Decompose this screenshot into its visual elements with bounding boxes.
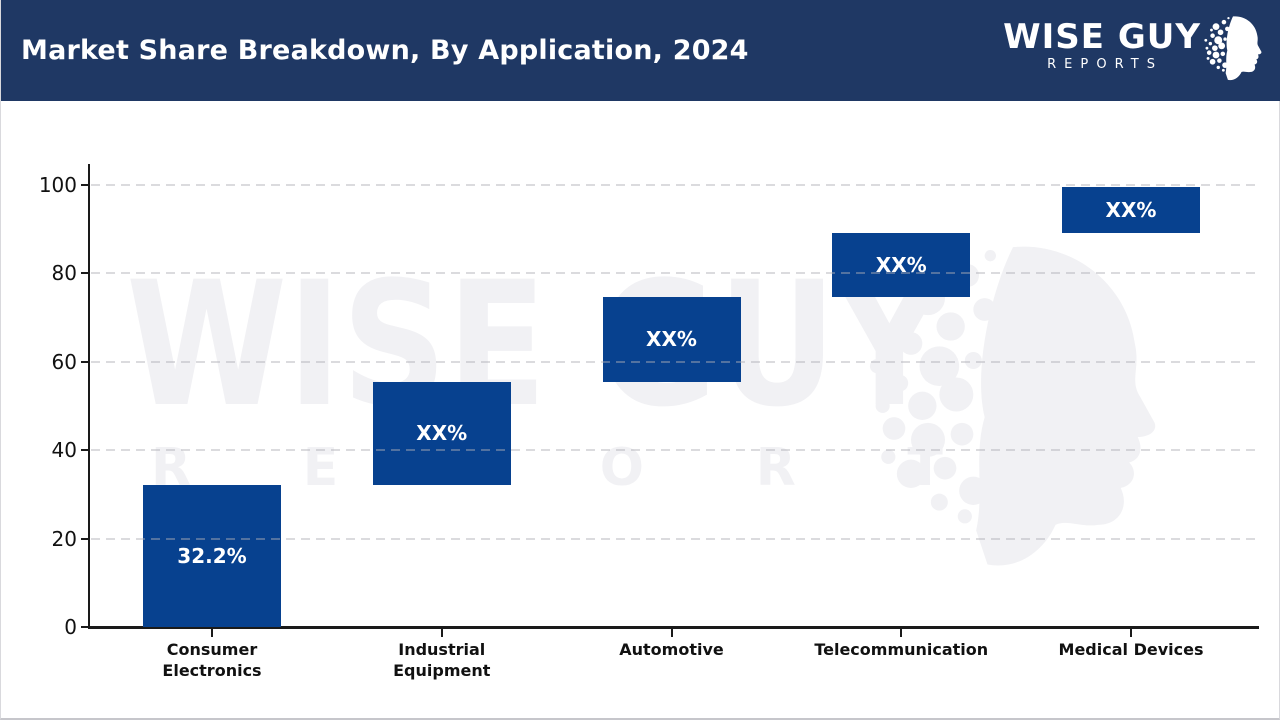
x-tick-mark (1130, 629, 1132, 637)
x-tick-mark (211, 629, 213, 637)
x-tick-mark (440, 629, 443, 637)
y-gridline (91, 272, 1257, 275)
logo-face-icon (1204, 16, 1262, 81)
y-gridline (91, 360, 1257, 363)
y-tick-label: 0 (64, 615, 77, 639)
y-tick-mark (81, 626, 88, 628)
bar-medical-devices: XX% (1062, 186, 1200, 234)
chart-title: Market Share Breakdown, By Application, … (21, 35, 749, 66)
y-tick-mark (81, 360, 88, 363)
y-tick-label: 40 (51, 438, 77, 463)
bar-value-label: XX% (875, 253, 927, 278)
y-tick-label: 20 (51, 526, 77, 551)
x-axis-spine (88, 626, 1259, 629)
logo-text: WISE GUY REPORTS (1003, 18, 1201, 72)
y-tick-label: 60 (51, 349, 77, 374)
y-tick-mark (81, 537, 88, 540)
bar-automotive: XX% (602, 297, 741, 382)
x-tick-mark (670, 629, 673, 637)
x-tick-label: Telecommunication (814, 640, 989, 659)
y-tick-label: 80 (51, 261, 77, 286)
bar-telecommunication: XX% (832, 233, 971, 298)
y-tick-label: 100 (38, 173, 77, 197)
x-tick-label: Automotive (619, 640, 724, 659)
y-gridline (91, 537, 1257, 540)
x-tick-mark (900, 629, 903, 637)
y-tick-mark (81, 184, 88, 186)
bar-value-label: XX% (646, 327, 697, 352)
x-tick-label: Consumer Electronics (162, 640, 262, 680)
y-gridline (91, 184, 1257, 186)
logo-wise-guy-text: WISE GUY (1003, 17, 1201, 57)
bar-consumer-electronics: 32.2% (143, 484, 281, 627)
bar-value-label: 32.2% (177, 543, 247, 568)
y-axis-spine (88, 164, 90, 629)
x-tick-label: Industrial Equipment (393, 640, 491, 680)
y-tick-mark (81, 449, 88, 452)
wise-guy-reports-logo: WISE GUY REPORTS (1003, 6, 1267, 96)
bar-value-label: XX% (1105, 197, 1157, 222)
bar-industrial-equipment: XX% (372, 381, 511, 485)
logo-reports-text: REPORTS (1047, 57, 1164, 72)
bar-value-label: XX% (416, 421, 468, 446)
y-gridline (91, 449, 1257, 452)
header-bar: Market Share Breakdown, By Application, … (1, 0, 1280, 101)
y-tick-mark (81, 272, 88, 275)
x-tick-label: Medical Devices (1058, 640, 1204, 659)
